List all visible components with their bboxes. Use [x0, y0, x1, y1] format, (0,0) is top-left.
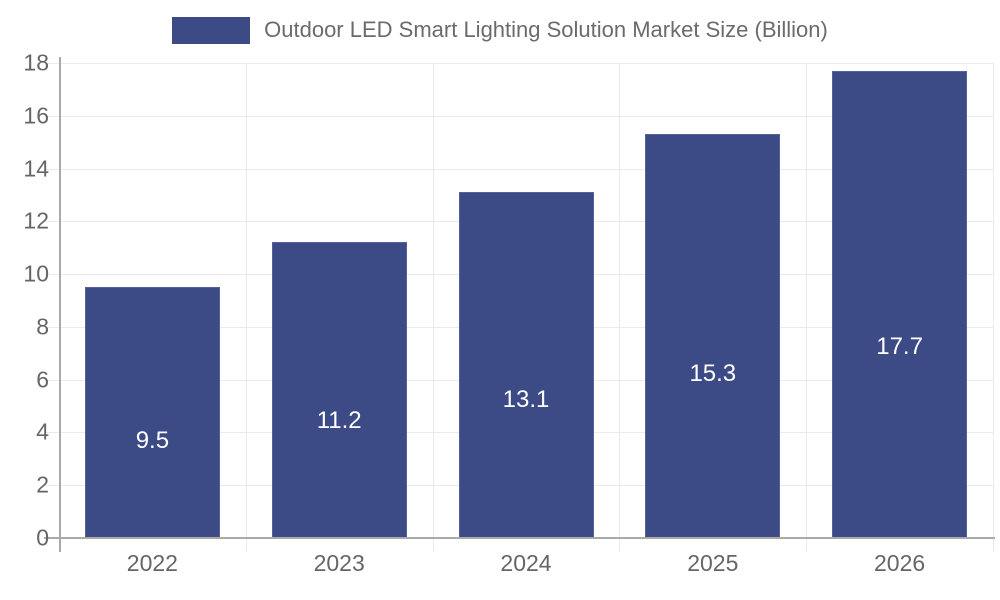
gridline-horizontal	[45, 168, 993, 170]
bar[interactable]	[832, 70, 968, 538]
y-axis-line	[59, 57, 61, 552]
x-axis-tick-label: 2022	[126, 550, 178, 576]
x-axis-tick-label: 2024	[500, 550, 552, 576]
gridline-vertical	[246, 63, 247, 552]
y-axis-tick-labels: 0 2 4 6 8 10 12 14 16 18	[0, 51, 49, 549]
chart-legend: Outdoor LED Smart Lighting Solution Mark…	[0, 10, 1000, 50]
bar[interactable]	[645, 134, 781, 538]
bar[interactable]	[271, 242, 407, 538]
x-axis-tick-label: 2023	[313, 550, 365, 576]
gridline-vertical	[619, 63, 620, 552]
bar-value-label: 13.1	[502, 385, 550, 413]
legend-item[interactable]: Outdoor LED Smart Lighting Solution Mark…	[172, 16, 828, 44]
x-axis-tick-label: 2026	[874, 550, 926, 576]
y-axis-tick-label: 10	[23, 260, 49, 287]
gridline-horizontal	[45, 115, 993, 117]
gridline-vertical	[433, 63, 434, 552]
x-axis-tick-label: 2025	[687, 550, 739, 576]
x-axis-line	[44, 537, 995, 539]
y-axis-tick-label: 12	[23, 207, 49, 234]
y-axis-tick-label: 16	[23, 102, 49, 129]
y-axis-tick-label: 14	[23, 155, 49, 182]
legend-color-swatch	[172, 16, 251, 44]
bar-value-label: 15.3	[689, 360, 737, 388]
bar[interactable]	[458, 192, 594, 538]
y-axis-tick-label: 8	[36, 313, 49, 340]
y-axis-tick-label: 6	[36, 366, 49, 393]
bar[interactable]	[84, 287, 220, 538]
gridline-vertical	[993, 63, 994, 552]
y-axis-tick-label: 18	[23, 49, 49, 76]
gridline-vertical	[806, 63, 807, 552]
plot-area: 9.5 11.2 13.1 15.3 17.7	[45, 63, 994, 552]
bar-value-label: 17.7	[876, 332, 923, 360]
gridline-horizontal	[45, 63, 993, 64]
y-axis-tick-label: 0	[36, 524, 49, 551]
legend-label: Outdoor LED Smart Lighting Solution Mark…	[264, 17, 828, 42]
y-axis-tick-label: 4	[36, 418, 49, 445]
y-axis-tick-label: 2	[36, 471, 49, 498]
bar-value-label: 9.5	[135, 426, 170, 454]
bar-value-label: 11.2	[316, 407, 362, 435]
